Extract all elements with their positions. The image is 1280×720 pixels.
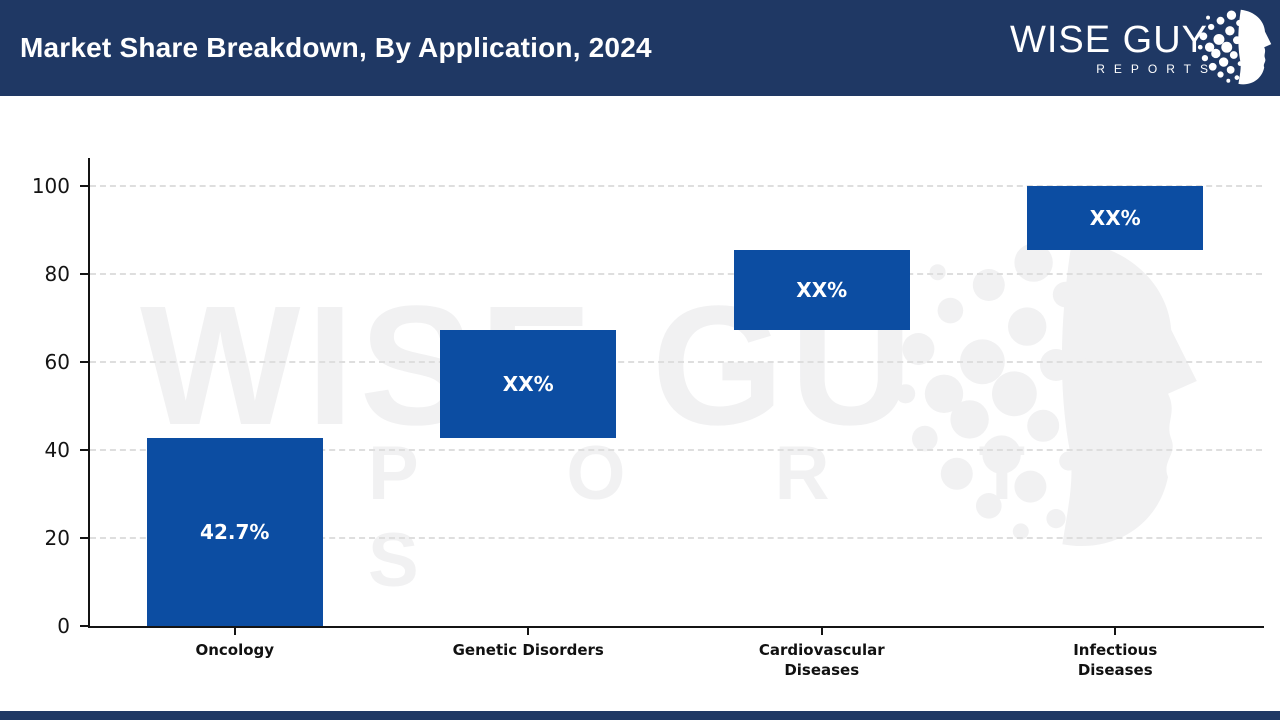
y-axis-tick-label: 60 bbox=[44, 350, 70, 374]
gridline-y60 bbox=[90, 361, 1262, 363]
x-axis-tick-mark bbox=[820, 627, 823, 635]
bar-value-label: XX% bbox=[502, 372, 554, 397]
x-axis-tick-mark bbox=[1114, 627, 1117, 635]
gridline-y80 bbox=[90, 273, 1262, 275]
y-axis-tick-mark bbox=[80, 449, 88, 451]
y-axis-tick-label: 80 bbox=[44, 262, 70, 286]
bar-genetic-disorders: XX% bbox=[440, 330, 617, 439]
bar-cardiovascular-diseases: XX% bbox=[733, 250, 910, 331]
bar-value-label: XX% bbox=[796, 278, 848, 303]
wise-guy-head-icon bbox=[1197, 9, 1272, 85]
bar-infectious-diseases: XX% bbox=[1027, 186, 1204, 251]
logo-wordmark: WISE GUY bbox=[1009, 19, 1208, 61]
gridline-y40 bbox=[90, 449, 1262, 451]
x-axis-category-label: Cardiovascular Diseases bbox=[758, 641, 885, 679]
y-axis-tick-mark bbox=[80, 361, 88, 363]
y-axis-tick-label: 40 bbox=[44, 438, 70, 462]
x-axis-category-label: Infectious Diseases bbox=[1073, 641, 1158, 679]
logo-subtext: REPORTS bbox=[1096, 62, 1217, 76]
y-axis-tick-label: 100 bbox=[31, 174, 70, 198]
plot-axes bbox=[88, 158, 1264, 628]
x-axis-category-label: Genetic Disorders bbox=[452, 641, 604, 659]
y-axis-tick-mark bbox=[80, 185, 88, 187]
chart-title: Market Share Breakdown, By Application, … bbox=[20, 32, 652, 63]
wise-guy-reports-logo: WISE GUY REPORTS bbox=[1010, 5, 1272, 91]
gridline-y20 bbox=[90, 537, 1262, 539]
bar-oncology: 42.7% bbox=[146, 438, 323, 626]
gridline-y100 bbox=[90, 185, 1262, 187]
y-axis-tick-mark bbox=[80, 273, 88, 275]
x-axis-tick-mark bbox=[527, 627, 530, 635]
y-axis-tick-mark bbox=[80, 625, 88, 627]
bar-value-label: XX% bbox=[1089, 206, 1141, 231]
y-axis-tick-label: 20 bbox=[44, 526, 70, 550]
x-axis-tick-mark bbox=[233, 627, 236, 635]
x-axis-category-label: Oncology bbox=[195, 641, 275, 659]
footer-bar bbox=[0, 711, 1280, 720]
y-axis-tick-mark bbox=[80, 537, 88, 539]
bar-value-label: 42.7% bbox=[200, 520, 270, 545]
y-axis-tick-label: 0 bbox=[57, 614, 70, 638]
header-bar: Market Share Breakdown, By Application, … bbox=[0, 0, 1280, 96]
